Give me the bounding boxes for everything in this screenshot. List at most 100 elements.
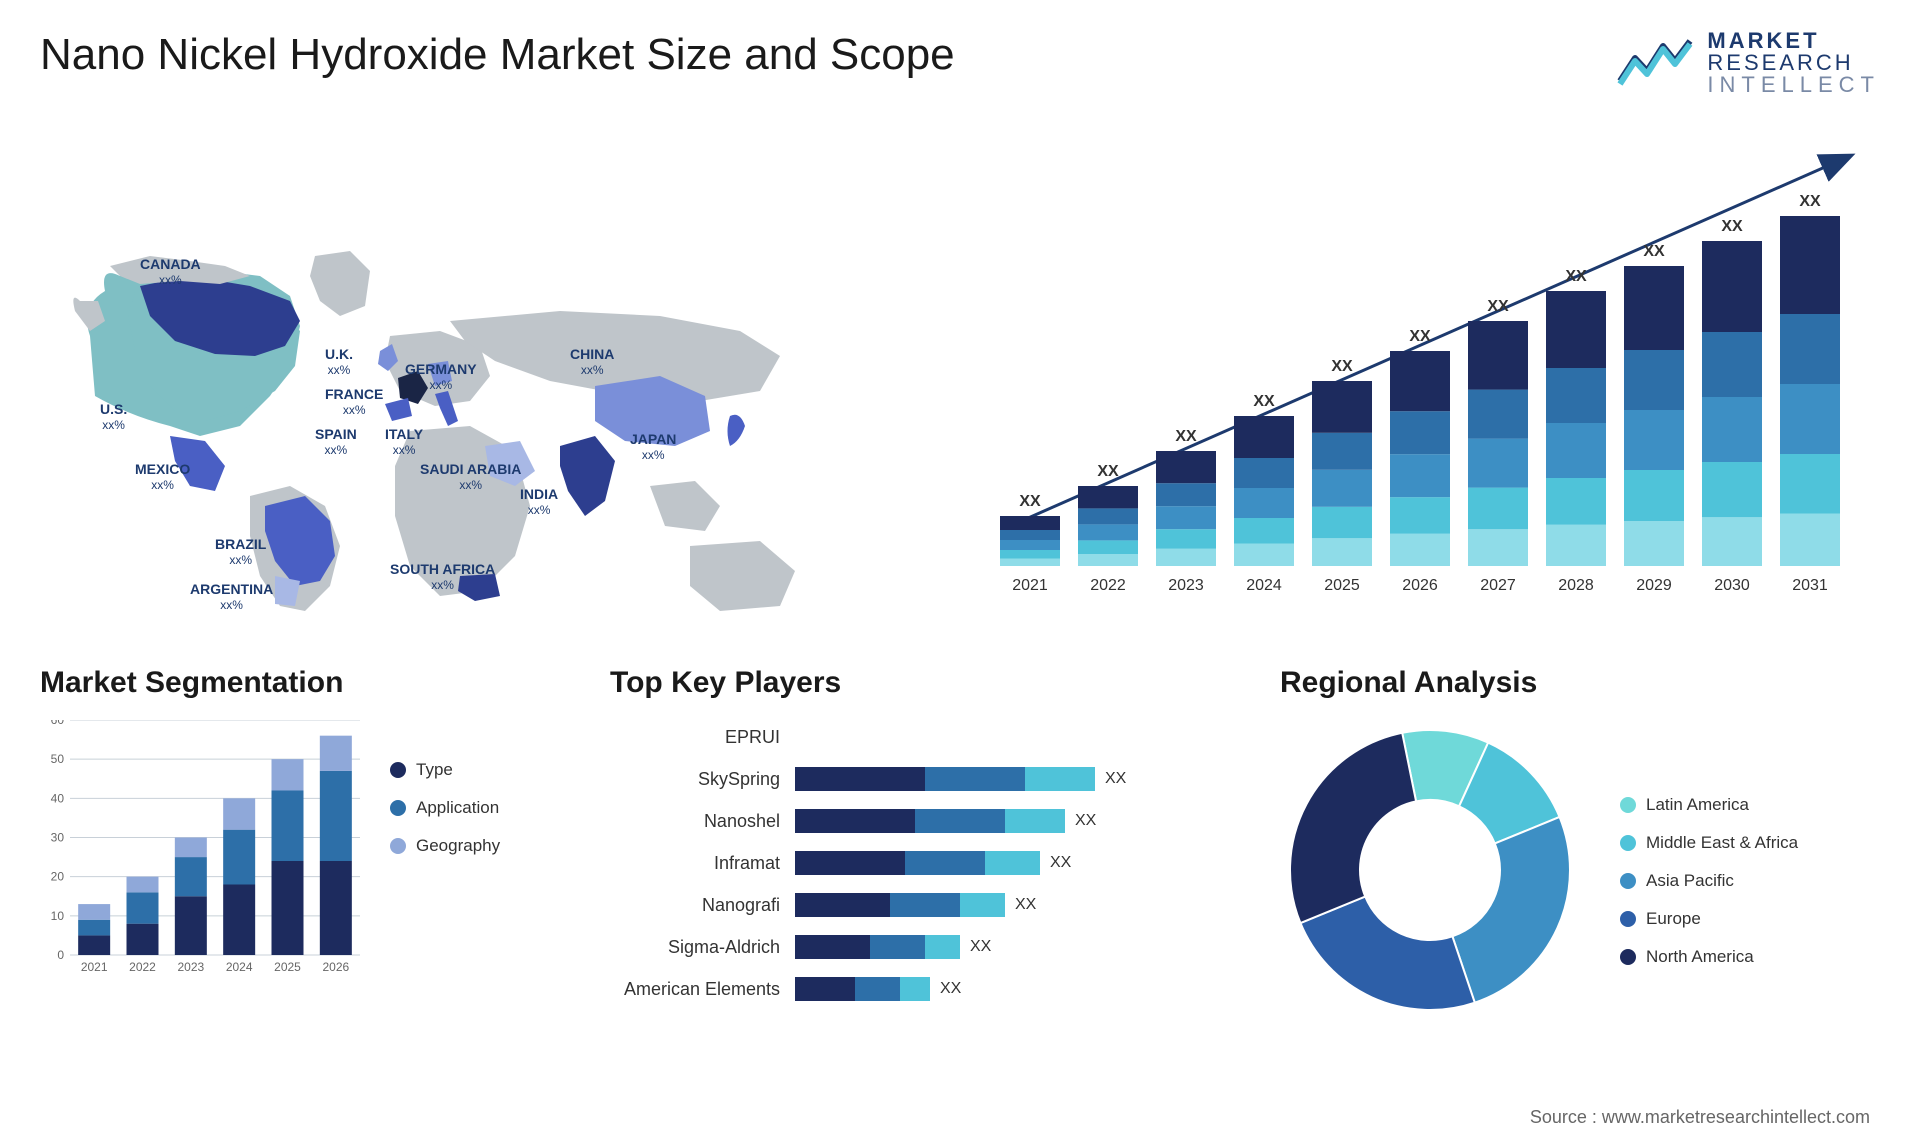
player-name: Inframat: [610, 853, 780, 874]
seg-legend-item: Geography: [390, 836, 560, 856]
player-bar: [795, 935, 960, 959]
player-name: SkySpring: [610, 769, 780, 790]
svg-text:10: 10: [51, 909, 65, 923]
seg-bar-seg: [127, 924, 159, 955]
growth-year-label: 2022: [1090, 577, 1126, 594]
player-value: XX: [1075, 812, 1096, 830]
growth-bar-seg: [1624, 410, 1684, 470]
growth-bar-seg: [1546, 478, 1606, 525]
map-label-uk: U.K.xx%: [325, 346, 353, 377]
player-bar-seg: [795, 851, 905, 875]
seg-bar-seg: [320, 771, 352, 861]
growth-bar-seg: [1000, 559, 1060, 567]
player-row: Nanoshel XX: [610, 804, 1230, 838]
growth-bar-seg: [1546, 423, 1606, 478]
player-bar-seg: [795, 767, 925, 791]
seg-bar-seg: [320, 736, 352, 771]
player-row: American Elements XX: [610, 972, 1230, 1006]
logo-icon: [1615, 36, 1695, 90]
growth-bar-seg: [1312, 538, 1372, 566]
growth-bar-label: XX: [1565, 268, 1587, 285]
growth-bar-seg: [1234, 458, 1294, 488]
player-row: NanografiXX: [610, 888, 1230, 922]
legend-swatch: [1620, 949, 1636, 965]
growth-bar-seg: [1390, 351, 1450, 411]
growth-bar-seg: [1000, 516, 1060, 530]
growth-bar-label: XX: [1019, 493, 1041, 510]
growth-year-label: 2029: [1636, 577, 1672, 594]
legend-swatch: [1620, 797, 1636, 813]
growth-bar-label: XX: [1487, 298, 1509, 315]
logo-text-2: RESEARCH: [1707, 52, 1880, 74]
map-label-germany: GERMANYxx%: [405, 361, 477, 392]
growth-bar-seg: [1078, 540, 1138, 554]
seg-bar-seg: [223, 830, 255, 885]
seg-bar-seg: [320, 861, 352, 955]
player-bar-seg: [925, 935, 960, 959]
growth-bar-seg: [1702, 241, 1762, 332]
seg-legend-item: Application: [390, 798, 560, 818]
donut-slice: [1290, 733, 1416, 923]
seg-bar-seg: [272, 791, 304, 862]
map-label-china: CHINAxx%: [570, 346, 614, 377]
regional-donut-svg: [1280, 720, 1580, 1020]
player-bar-seg: [795, 893, 890, 917]
player-row: EPRUI: [610, 720, 1230, 754]
seg-bar-seg: [272, 759, 304, 790]
growth-bar-seg: [1234, 544, 1294, 567]
player-bar-seg: [925, 767, 1025, 791]
growth-bar-seg: [1078, 524, 1138, 540]
growth-year-label: 2031: [1792, 577, 1828, 594]
growth-bar-seg: [1156, 506, 1216, 529]
regional-legend-item: Middle East & Africa: [1620, 833, 1880, 853]
player-bar-seg: [1025, 767, 1095, 791]
player-bar: [795, 893, 1005, 917]
growth-bar-label: XX: [1331, 358, 1353, 375]
seg-bar-seg: [78, 920, 110, 936]
player-name: Sigma-Aldrich: [610, 937, 780, 958]
growth-year-label: 2021: [1012, 577, 1048, 594]
legend-label: Geography: [416, 836, 500, 856]
legend-label: Middle East & Africa: [1646, 833, 1798, 853]
player-bar-seg: [795, 977, 855, 1001]
growth-bar-seg: [1546, 291, 1606, 368]
growth-bar-seg: [1156, 483, 1216, 506]
seg-bar-seg: [127, 892, 159, 923]
growth-bar-seg: [1468, 321, 1528, 390]
growth-bar-seg: [1780, 514, 1840, 567]
svg-text:50: 50: [51, 752, 65, 766]
logo-text-1: MARKET: [1707, 30, 1880, 52]
map-label-southafrica: SOUTH AFRICAxx%: [390, 561, 495, 592]
svg-text:2026: 2026: [322, 960, 349, 974]
player-bar-seg: [890, 893, 960, 917]
regional-legend-item: Europe: [1620, 909, 1880, 929]
player-row: SkySpringXX: [610, 762, 1230, 796]
growth-bar-seg: [1390, 497, 1450, 534]
growth-bar-seg: [1624, 266, 1684, 350]
growth-bar-seg: [1546, 525, 1606, 566]
player-value: XX: [1015, 896, 1036, 914]
legend-swatch: [1620, 911, 1636, 927]
svg-text:2025: 2025: [274, 960, 301, 974]
player-name: Nanoshel: [610, 811, 780, 832]
growth-bar-seg: [1468, 439, 1528, 488]
growth-chart-svg: XX2021XX2022XX2023XX2024XX2025XX2026XX20…: [980, 136, 1880, 616]
page-title: Nano Nickel Hydroxide Market Size and Sc…: [40, 30, 955, 80]
legend-label: Application: [416, 798, 499, 818]
legend-swatch: [390, 838, 406, 854]
player-bar: [795, 977, 930, 1001]
legend-label: Latin America: [1646, 795, 1749, 815]
map-label-italy: ITALYxx%: [385, 426, 423, 457]
svg-text:30: 30: [51, 831, 65, 845]
growth-bar-label: XX: [1253, 393, 1275, 410]
growth-year-label: 2027: [1480, 577, 1516, 594]
growth-bar-seg: [1312, 381, 1372, 433]
player-bar-seg: [795, 809, 915, 833]
growth-bar-seg: [1546, 368, 1606, 423]
svg-text:0: 0: [57, 948, 64, 962]
donut-slice: [1300, 897, 1474, 1010]
player-name: American Elements: [610, 979, 780, 1000]
player-value: XX: [940, 980, 961, 998]
seg-bar-seg: [78, 904, 110, 920]
logo: MARKET RESEARCH INTELLECT: [1615, 30, 1880, 96]
